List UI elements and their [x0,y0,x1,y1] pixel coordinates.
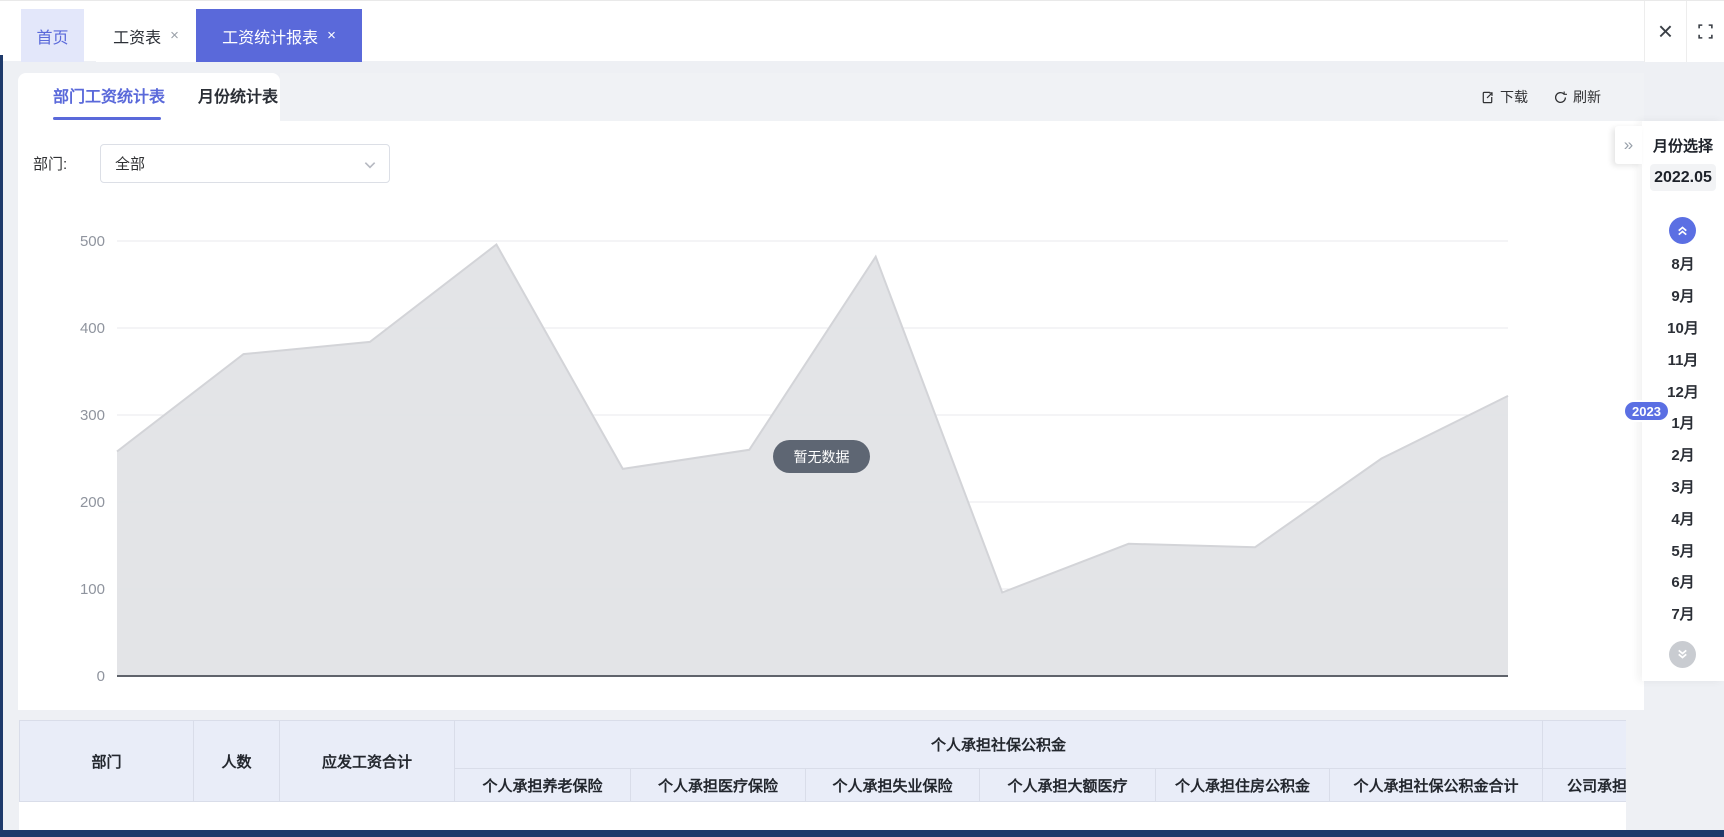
th-company-clipped: 公司承担 [1542,768,1626,802]
th-department: 部门 [19,720,194,802]
select-value: 全部 [115,156,146,173]
subtab-month-stats[interactable]: 月份统计表 [198,73,278,117]
month-item[interactable]: 7月 [1671,606,1695,624]
chevron-double-down-icon [1678,649,1687,659]
th-personal-total: 个人承担社保公积金合计 [1328,768,1544,802]
current-month-display: 2022.05 [1650,164,1716,191]
month-item[interactable]: 5月 [1671,542,1695,560]
toolbar-strip: 下载 刷新 [280,73,1644,121]
window-close-button[interactable]: × [1644,1,1686,62]
th-personal-pension: 个人承担养老保险 [454,768,631,802]
month-panel-title: 月份选择 [1652,138,1713,155]
month-item[interactable]: 6月 [1671,574,1695,592]
svg-text:200: 200 [80,494,105,511]
th-group-personal-social-insurance: 个人承担社保公积金 [453,720,1544,769]
subtab-department-stats[interactable]: 部门工资统计表 [53,73,165,117]
download-icon [1482,91,1493,103]
table-empty-body [19,801,1626,830]
refresh-label: 刷新 [1573,89,1601,105]
tab-home-label: 首页 [36,29,69,47]
close-tab-icon[interactable]: × [170,27,179,44]
subtab-label: 部门工资统计表 [53,89,166,106]
svg-text:500: 500 [80,233,105,250]
fullscreen-icon [1698,24,1713,39]
download-button[interactable]: 下载 [1480,86,1528,108]
month-list: 8月 9月 10月 11月 12月 1月 2月 3月 4月 5月 6月 7月 [1642,248,1724,630]
month-item[interactable]: 1月 [1671,415,1695,433]
month-item[interactable]: 2月 [1671,447,1695,465]
window-bottom-bar [0,830,1724,837]
month-item[interactable]: 3月 [1671,478,1695,496]
department-stats-card: 部门: 全部 0 100 200 300 400 500 暂无数据 [18,121,1644,710]
svg-text:400: 400 [80,320,105,337]
tab-salary-report[interactable]: 工资统计报表 × [196,9,362,62]
refresh-icon [1555,91,1567,103]
download-label: 下载 [1500,89,1528,105]
tab-home[interactable]: 首页 [21,9,84,62]
scroll-down-button[interactable] [1669,641,1696,668]
th-group-company [1542,720,1626,769]
month-item[interactable]: 9月 [1671,288,1695,306]
month-item[interactable]: 4月 [1671,510,1695,528]
th-total-payable-salary: 应发工资合计 [279,720,455,802]
th-personal-unemployment: 个人承担失业保险 [805,768,980,802]
subtab-label: 月份统计表 [198,89,279,106]
month-item[interactable]: 10月 [1667,319,1699,337]
th-headcount: 人数 [193,720,280,802]
close-icon: × [1657,16,1674,46]
month-item[interactable]: 8月 [1671,256,1695,274]
close-tab-icon[interactable]: × [327,27,336,44]
no-data-tooltip: 暂无数据 [773,440,870,473]
collapse-panel-button[interactable]: » [1615,126,1642,164]
active-subtab-indicator [53,117,161,120]
svg-text:0: 0 [97,668,105,685]
report-subtab-bar: 部门工资统计表 月份统计表 [18,73,280,121]
year-badge-2023: 2023 [1623,400,1670,422]
th-personal-major-medical: 个人承担大额医疗 [979,768,1156,802]
scroll-up-button[interactable] [1669,217,1696,244]
tab-salary-report-label: 工资统计报表 [222,29,319,47]
month-item[interactable]: 11月 [1667,351,1699,369]
tab-salary-sheet-label: 工资表 [113,29,162,47]
th-personal-housing-fund: 个人承担住房公积金 [1155,768,1330,802]
window-left-border [0,55,3,837]
salary-table: 部门 人数 应发工资合计 个人承担社保公积金 个人承担养老保险 个人承担医疗保险… [19,720,1626,830]
chevron-down-icon [364,162,376,169]
department-select[interactable]: 全部 [100,144,390,183]
tab-salary-sheet[interactable]: 工资表 × [96,9,196,62]
fullscreen-button[interactable] [1686,1,1724,62]
svg-text:100: 100 [80,581,105,598]
department-filter-label: 部门: [33,156,68,173]
th-personal-medical: 个人承担医疗保险 [630,768,806,802]
top-tab-bar: 首页 工资表 × 工资统计报表 × × [0,0,1724,62]
month-item[interactable]: 12月 [1667,383,1699,401]
svg-text:300: 300 [80,407,105,424]
double-arrow-right-icon: » [1623,135,1634,154]
month-panel: » 月份选择 2022.05 8月 9月 10月 11月 12月 1月 2月 3月 4月 5月 6月… [1615,121,1724,681]
chevron-double-up-icon [1678,226,1687,236]
refresh-button[interactable]: 刷新 [1553,86,1601,108]
